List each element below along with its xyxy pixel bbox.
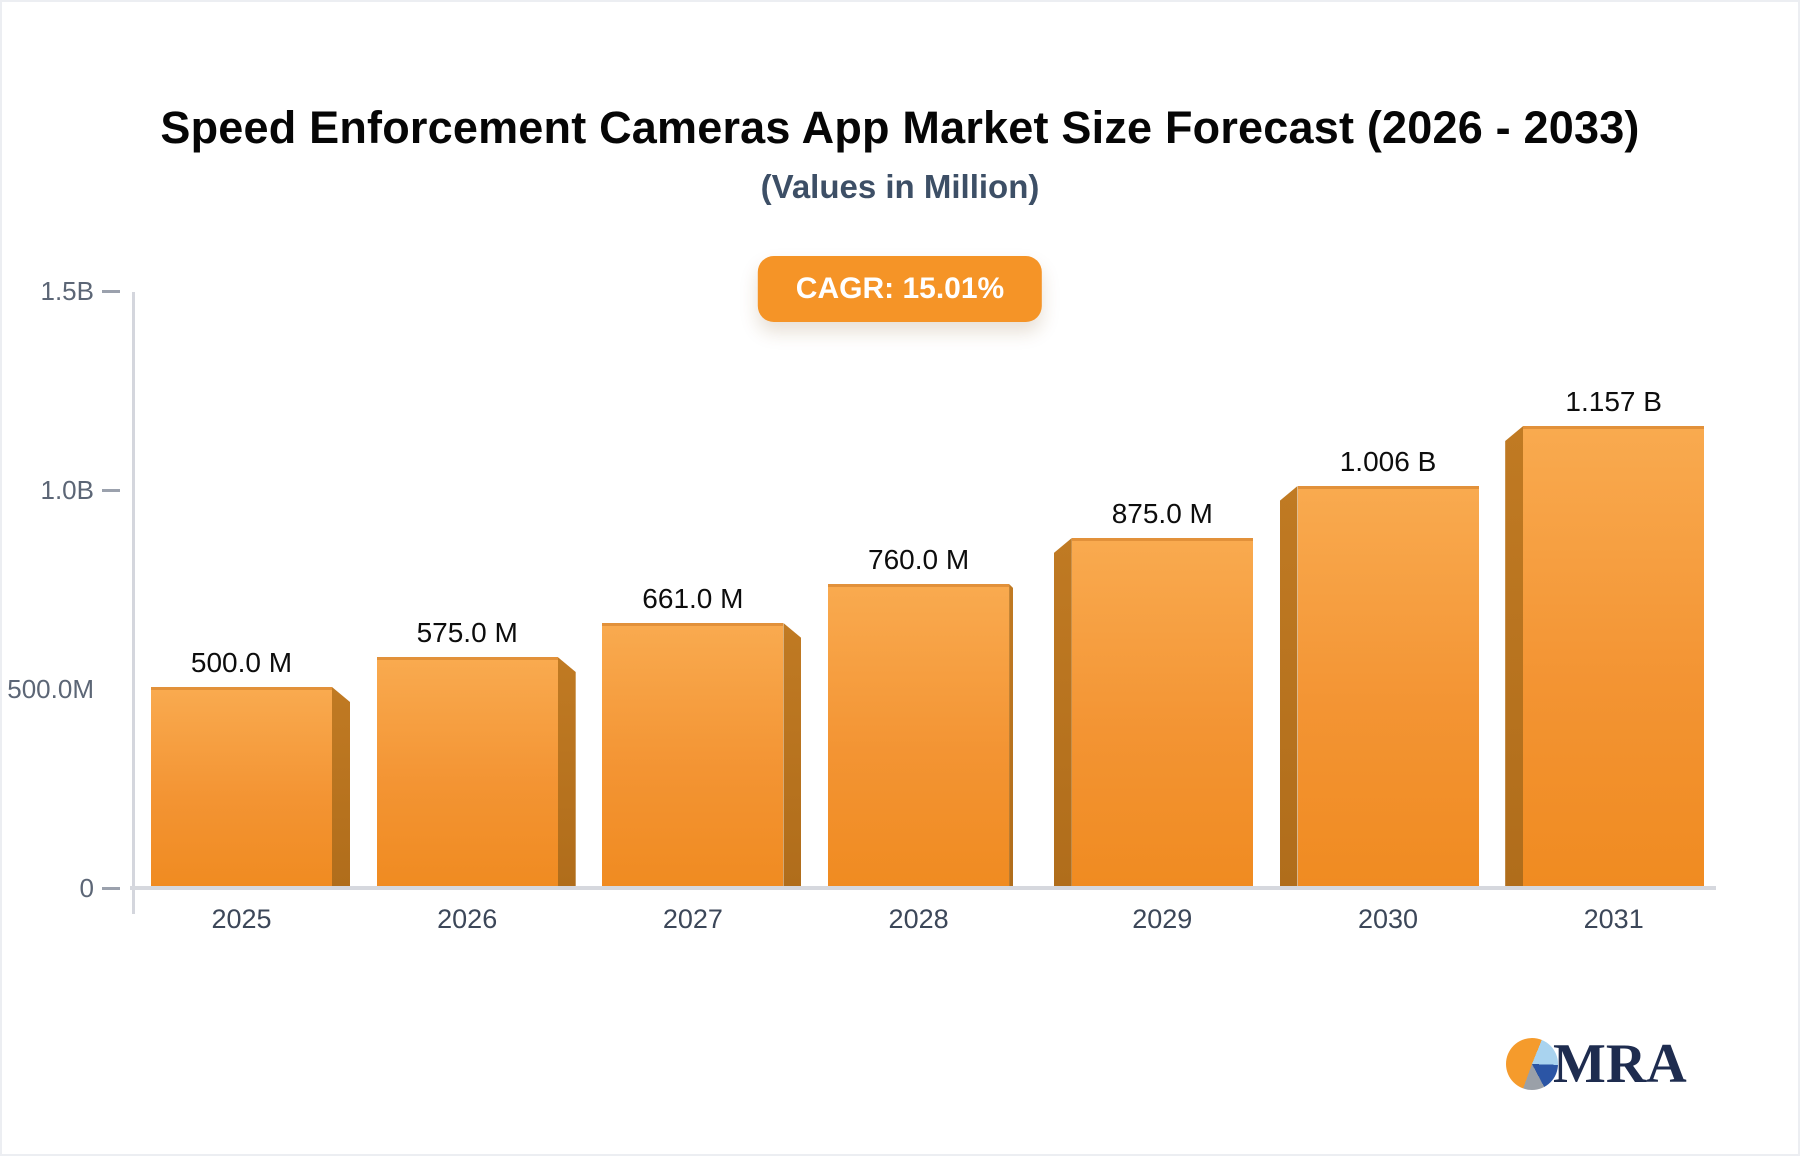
cagr-badge: CAGR: 15.01%: [757, 256, 1043, 322]
logo-text: MRA: [1553, 1033, 1687, 1095]
bar-value-label: 575.0 M: [416, 617, 518, 648]
chart-subtitle: (Values in Million): [760, 168, 1040, 205]
x-axis-label-2031: 2031: [1583, 904, 1644, 934]
chart-title: Speed Enforcement Cameras App Market Siz…: [160, 102, 1640, 153]
bar-2031: [1523, 426, 1705, 886]
x-axis-label-2030: 2030: [1357, 904, 1419, 934]
bar-value-label: 760.0 M: [868, 544, 970, 575]
y-axis-tick-label: 500.0M: [7, 674, 94, 704]
y-axis-tick-mark: [102, 887, 120, 890]
bar-value-label: 500.0 M: [190, 647, 293, 678]
y-axis-tick-label: 0: [79, 873, 94, 903]
bar-2026: [376, 657, 558, 886]
bar-2030: [1297, 486, 1479, 886]
mra-logo: MRA: [1506, 1033, 1687, 1095]
bar-side-face: [557, 657, 576, 886]
bar-side-face: [1505, 426, 1524, 886]
bar-2029: [1071, 538, 1253, 886]
y-axis-line: [132, 292, 135, 914]
x-axis-label-2029: 2029: [1132, 904, 1193, 934]
x-axis-label-2025: 2025: [211, 904, 272, 934]
bar-side-face: [1279, 486, 1298, 886]
bar-value-label: 1.157 B: [1565, 386, 1662, 417]
bar-side-face: [332, 687, 350, 886]
y-axis-tick-mark: [102, 290, 120, 293]
bar-value-label: 661.0 M: [642, 583, 744, 614]
bar-value-label: 1.006 B: [1339, 446, 1437, 477]
bar-side-face: [783, 623, 802, 886]
x-axis-line: [130, 886, 1716, 890]
bar-2025: [151, 687, 332, 886]
bar-value-label: 875.0 M: [1111, 498, 1213, 529]
x-axis-label-2026: 2026: [437, 904, 498, 934]
y-axis-tick-label: 1.0B: [40, 475, 95, 505]
pie-chart-logo-icon: [1506, 1038, 1558, 1090]
x-axis-label-2028: 2028: [888, 904, 949, 934]
y-axis-tick-label: 1.5B: [40, 276, 95, 306]
bar-2028: [828, 584, 1010, 886]
y-axis-tick-mark: [102, 489, 120, 492]
bar-side-face: [1053, 538, 1072, 886]
bar-2027: [602, 623, 784, 886]
x-axis-label-2027: 2027: [662, 904, 723, 934]
bar-side-face: [1009, 584, 1014, 886]
